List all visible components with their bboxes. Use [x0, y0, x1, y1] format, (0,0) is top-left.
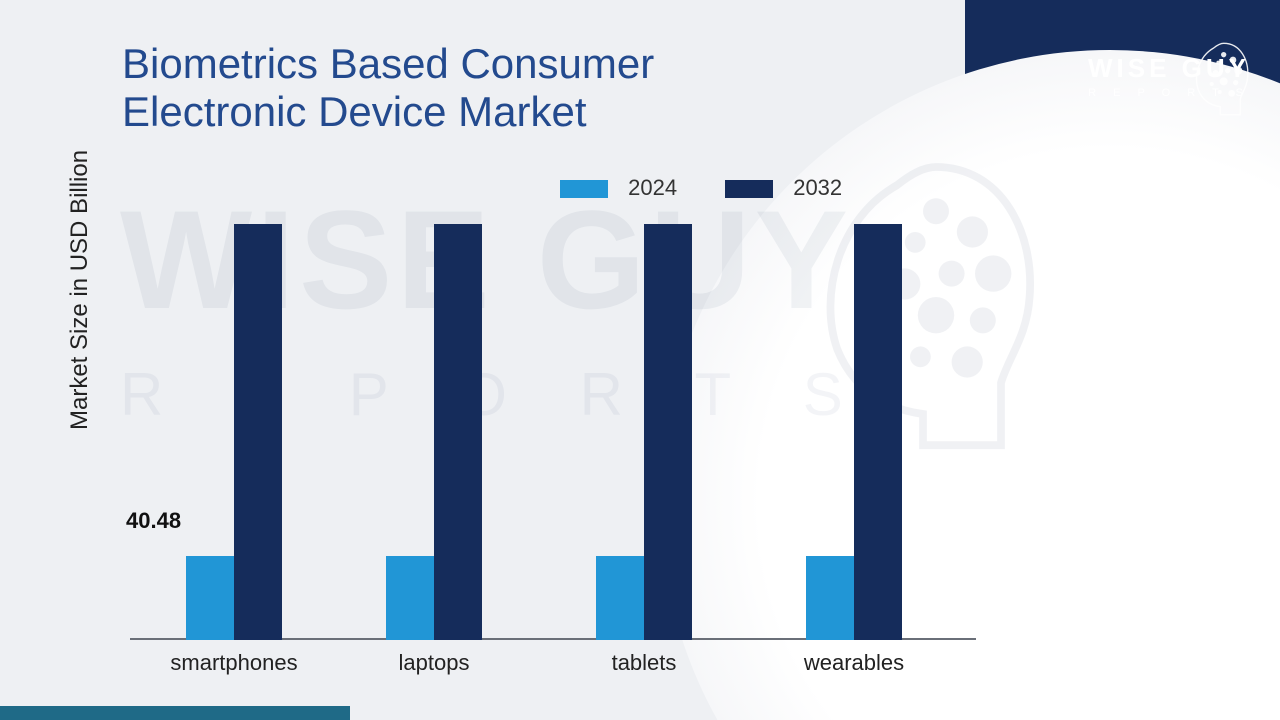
bar-2032	[234, 224, 282, 640]
legend: 2024 2032	[560, 175, 842, 201]
x-axis-category-label: laptops	[399, 650, 470, 676]
x-axis-category-label: wearables	[804, 650, 904, 676]
brand-logo: WISE GUY R E P O R T S	[1088, 55, 1250, 99]
chart-title: Biometrics Based Consumer Electronic Dev…	[122, 40, 822, 137]
bar-2032	[434, 224, 482, 640]
bar-value-label: 40.48	[126, 508, 181, 534]
legend-item-2032: 2032	[725, 175, 842, 201]
legend-swatch-2024	[560, 180, 608, 198]
bar-2032	[854, 224, 902, 640]
x-axis-category-label: tablets	[612, 650, 677, 676]
bar-2024	[806, 556, 854, 640]
legend-swatch-2032	[725, 180, 773, 198]
brand-name: WISE GUY	[1088, 55, 1250, 81]
bar-2024	[186, 556, 234, 640]
x-axis-category-label: smartphones	[170, 650, 297, 676]
chart-canvas: WISE GUY R E P O R T S WISE GUY R E P O …	[0, 0, 1280, 720]
bar-2024	[386, 556, 434, 640]
legend-label-2024: 2024	[628, 175, 677, 200]
legend-item-2024: 2024	[560, 175, 677, 201]
y-axis-label: Market Size in USD Billion	[66, 150, 94, 430]
bar-2032	[644, 224, 692, 640]
legend-label-2032: 2032	[793, 175, 842, 200]
plot-area: smartphoneslaptopstabletswearables40.48	[130, 224, 976, 640]
bar-2024	[596, 556, 644, 640]
brand-subtitle: R E P O R T S	[1088, 87, 1250, 99]
bottom-accent-bar	[0, 706, 350, 720]
